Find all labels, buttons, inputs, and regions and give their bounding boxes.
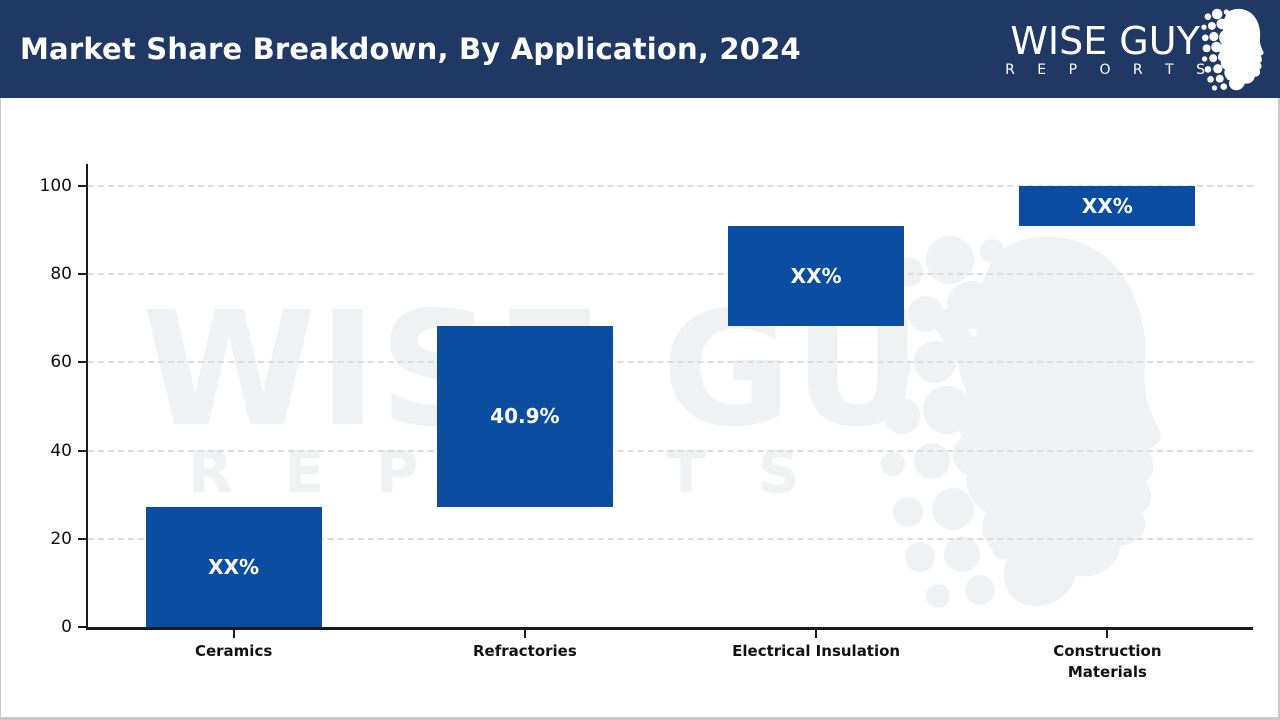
y-tick-label-60: 60 (50, 352, 72, 373)
bar-value-label: XX% (790, 264, 842, 289)
wise-guy-reports-logo: WISE GUY R E P O R T S (996, 6, 1266, 92)
bar-construction-materials: XX% (1019, 186, 1196, 227)
gridline-100 (88, 185, 1253, 188)
logo-reports-text: R E P O R T S (1005, 61, 1214, 78)
logo-wordmark: WISE GUY (1010, 18, 1200, 63)
gridline-60 (88, 361, 1253, 364)
x-axis-line (86, 627, 1253, 630)
y-tick-label-80: 80 (50, 264, 72, 285)
gridline-40 (88, 449, 1253, 452)
x-tick-4 (1106, 630, 1109, 638)
bar-electrical-insulation: XX% (728, 226, 905, 327)
x-tick-2 (523, 630, 526, 638)
gridline-20 (88, 537, 1253, 540)
category-label-electrical-insulation: Electrical Insulation (732, 642, 901, 660)
header-bar: Market Share Breakdown, By Application, … (0, 0, 1280, 98)
y-tick-label-40: 40 (50, 440, 72, 461)
category-label-construction-materials: Construction Materials (1053, 642, 1162, 681)
y-tick-100 (78, 185, 86, 188)
bar-value-label: 40.9% (490, 404, 560, 429)
gridline-80 (88, 273, 1253, 276)
y-tick-20 (78, 537, 86, 540)
wise-guy-head-icon (1201, 8, 1264, 91)
page-title: Market Share Breakdown, By Application, … (20, 32, 801, 66)
y-axis-line (86, 164, 88, 630)
y-tick-label-0: 0 (61, 617, 72, 637)
bar-value-label: XX% (208, 554, 260, 579)
wise-guy-head-watermark-icon (878, 236, 1161, 608)
bar-value-label: XX% (1081, 194, 1133, 219)
y-tick-40 (78, 449, 86, 452)
bottom-border (0, 717, 1280, 720)
y-tick-60 (78, 361, 86, 364)
category-label-refractories: Refractories (472, 642, 577, 660)
right-border (1278, 98, 1280, 720)
y-tick-label-100: 100 (39, 176, 72, 197)
x-tick-3 (815, 630, 818, 638)
bar-ceramics: XX% (145, 506, 322, 627)
bar-refractories: 40.9% (436, 326, 613, 507)
logo-text: WISE GUY R E P O R T S (996, 21, 1214, 78)
category-label-ceramics: Ceramics (194, 642, 273, 660)
x-tick-1 (232, 630, 235, 638)
y-tick-0 (78, 626, 86, 628)
left-border (0, 98, 1, 720)
y-tick-label-20: 20 (50, 528, 72, 549)
y-tick-80 (78, 273, 86, 276)
